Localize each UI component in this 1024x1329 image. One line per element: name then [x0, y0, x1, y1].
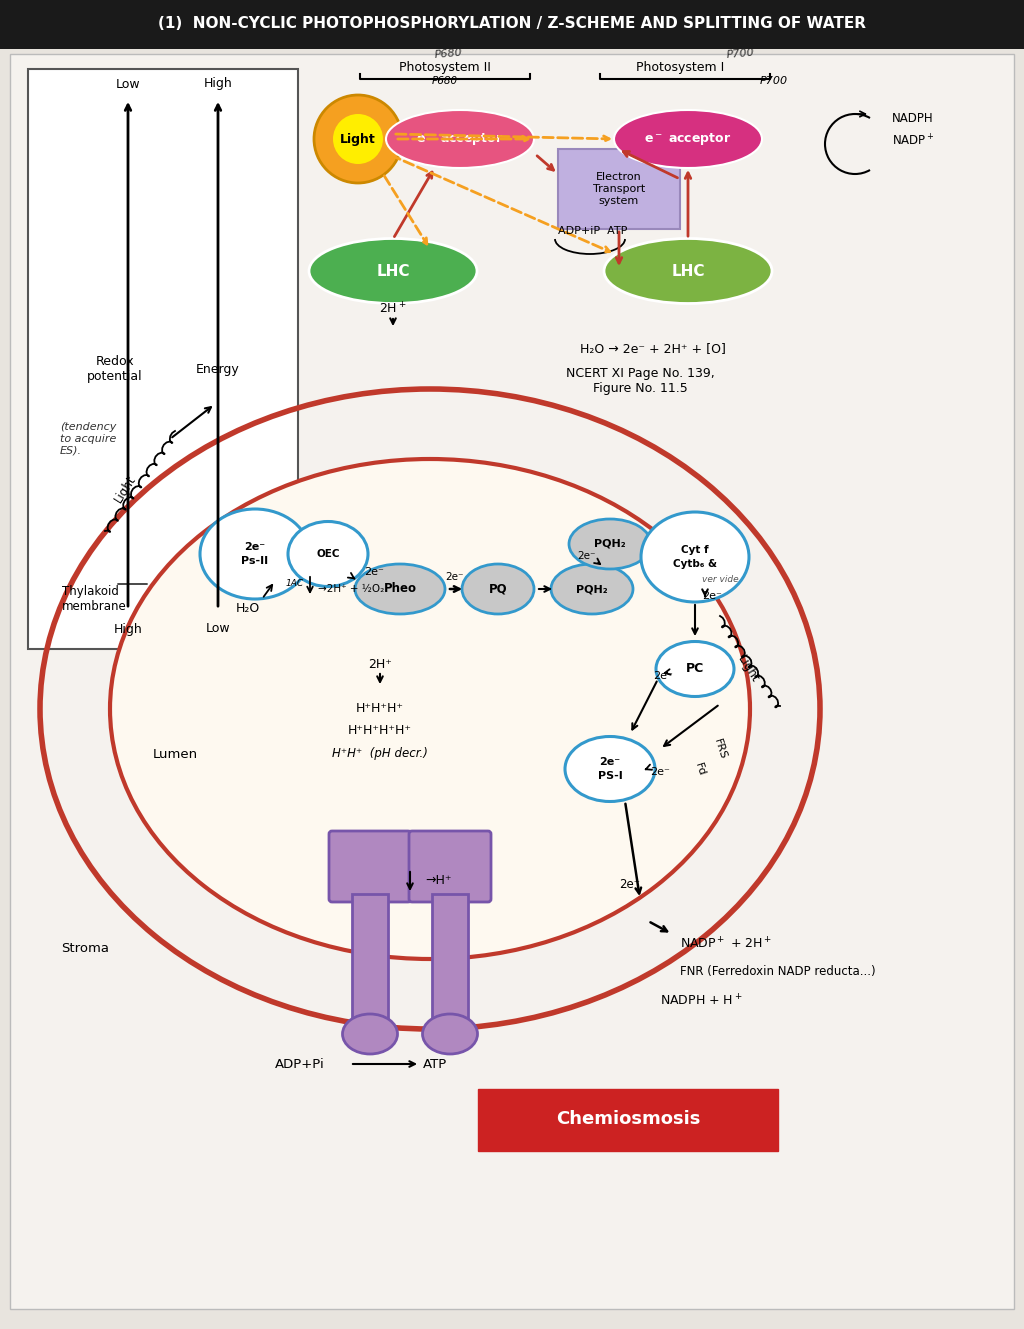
Text: Ps-II: Ps-II: [242, 556, 268, 566]
Text: FRS: FRS: [712, 738, 728, 760]
Text: →H⁺: →H⁺: [425, 874, 452, 888]
Text: 2e⁻: 2e⁻: [650, 767, 670, 777]
Ellipse shape: [288, 521, 368, 586]
Ellipse shape: [342, 1014, 397, 1054]
Text: LHC: LHC: [376, 263, 410, 279]
Text: P700: P700: [760, 76, 788, 86]
Ellipse shape: [386, 110, 534, 167]
Text: e$^-$ acceptor: e$^-$ acceptor: [417, 132, 504, 148]
Text: PQH₂: PQH₂: [594, 540, 626, 549]
Text: 2e⁻: 2e⁻: [577, 552, 595, 561]
Text: Light: Light: [340, 133, 376, 145]
FancyBboxPatch shape: [0, 0, 1024, 49]
Text: Electron
Transport
system: Electron Transport system: [593, 173, 645, 206]
Text: ADP+iP  ATP: ADP+iP ATP: [558, 226, 628, 237]
FancyBboxPatch shape: [28, 69, 298, 649]
Text: Energy: Energy: [197, 363, 240, 376]
Text: Lumen: Lumen: [153, 747, 198, 760]
Text: High: High: [204, 77, 232, 90]
Text: PS-I: PS-I: [598, 771, 623, 781]
Text: Low: Low: [206, 622, 230, 635]
Ellipse shape: [355, 563, 445, 614]
FancyBboxPatch shape: [558, 149, 680, 229]
Text: OEC: OEC: [316, 549, 340, 560]
Text: 2e⁻: 2e⁻: [245, 542, 265, 552]
Text: ATP: ATP: [423, 1058, 447, 1070]
Ellipse shape: [333, 114, 383, 163]
Text: NADP$^+$ + 2H$^+$: NADP$^+$ + 2H$^+$: [680, 937, 772, 952]
Text: NADPH + H$^+$: NADPH + H$^+$: [660, 993, 742, 1009]
Text: 2e⁻: 2e⁻: [653, 671, 673, 680]
Text: PC: PC: [686, 662, 705, 675]
Text: Stroma: Stroma: [61, 942, 109, 956]
Text: ADP+Pi: ADP+Pi: [275, 1058, 325, 1070]
Text: P700: P700: [726, 48, 755, 60]
Ellipse shape: [641, 512, 749, 602]
Text: P680: P680: [433, 48, 463, 60]
Ellipse shape: [614, 110, 762, 167]
Text: H₂O → 2e⁻ + 2H⁺ + [O]: H₂O → 2e⁻ + 2H⁺ + [O]: [580, 343, 726, 355]
Text: Low: Low: [116, 77, 140, 90]
FancyBboxPatch shape: [478, 1088, 778, 1151]
FancyBboxPatch shape: [352, 894, 388, 1019]
FancyBboxPatch shape: [329, 831, 411, 902]
Text: Light: Light: [734, 653, 762, 684]
Text: Thylakoid
membrane: Thylakoid membrane: [62, 585, 127, 613]
Ellipse shape: [565, 736, 655, 801]
Text: Light: Light: [112, 473, 138, 505]
Ellipse shape: [314, 94, 402, 183]
Text: ver vide: ver vide: [701, 574, 738, 583]
Text: Cyt f: Cyt f: [681, 545, 709, 556]
Text: 2H⁺: 2H⁺: [368, 658, 392, 671]
Ellipse shape: [569, 520, 651, 569]
Text: LHC: LHC: [672, 263, 705, 279]
Text: 2e⁻: 2e⁻: [599, 758, 621, 767]
Text: (tendency
to acquire
ES).: (tendency to acquire ES).: [60, 423, 117, 456]
FancyBboxPatch shape: [10, 54, 1014, 1309]
Text: 2e⁻: 2e⁻: [620, 877, 640, 890]
Text: Fd: Fd: [693, 762, 707, 777]
Ellipse shape: [200, 509, 310, 599]
Ellipse shape: [309, 238, 477, 303]
Text: Pheo: Pheo: [384, 582, 417, 595]
Text: H⁺H⁺  (pH decr.): H⁺H⁺ (pH decr.): [332, 747, 428, 760]
Text: Photosystem II: Photosystem II: [399, 61, 490, 73]
Text: H₂O: H₂O: [236, 602, 260, 615]
Text: Chemiosmosis: Chemiosmosis: [556, 1110, 700, 1128]
Text: (1)  NON-CYCLIC PHOTOPHOSPHORYLATION / Z-SCHEME AND SPLITTING OF WATER: (1) NON-CYCLIC PHOTOPHOSPHORYLATION / Z-…: [158, 16, 866, 32]
Ellipse shape: [604, 238, 772, 303]
Text: Photosystem I: Photosystem I: [636, 61, 724, 73]
Text: H⁺H⁺H⁺H⁺: H⁺H⁺H⁺H⁺: [348, 724, 412, 738]
Text: 2e⁻: 2e⁻: [702, 591, 722, 601]
Ellipse shape: [656, 642, 734, 696]
Text: NADP$^+$: NADP$^+$: [892, 133, 935, 149]
Text: 1AC: 1AC: [286, 579, 304, 589]
Text: 2e⁻: 2e⁻: [445, 571, 464, 582]
Ellipse shape: [462, 563, 534, 614]
Ellipse shape: [551, 563, 633, 614]
FancyBboxPatch shape: [409, 831, 490, 902]
Ellipse shape: [423, 1014, 477, 1054]
Text: High: High: [114, 622, 142, 635]
Text: →2H⁺ + ½O₂: →2H⁺ + ½O₂: [318, 583, 384, 594]
Text: NCERT XI Page No. 139,
Figure No. 11.5: NCERT XI Page No. 139, Figure No. 11.5: [565, 367, 715, 395]
Text: 2H$^+$: 2H$^+$: [379, 302, 407, 316]
Ellipse shape: [110, 459, 750, 960]
Text: Redox
potential: Redox potential: [87, 355, 142, 383]
Text: H⁺H⁺H⁺: H⁺H⁺H⁺: [356, 703, 404, 715]
Text: NADPH: NADPH: [892, 113, 934, 125]
Text: e$^-$ acceptor: e$^-$ acceptor: [644, 132, 732, 148]
Text: Cytb₆ &: Cytb₆ &: [673, 560, 717, 569]
Text: 2e⁻: 2e⁻: [365, 567, 384, 577]
Text: PQ: PQ: [488, 582, 507, 595]
FancyBboxPatch shape: [432, 894, 468, 1019]
Text: PQH₂: PQH₂: [577, 583, 608, 594]
Text: P680: P680: [432, 76, 458, 86]
Text: FNR (Ferredoxin NADP reducta...): FNR (Ferredoxin NADP reducta...): [680, 965, 876, 978]
